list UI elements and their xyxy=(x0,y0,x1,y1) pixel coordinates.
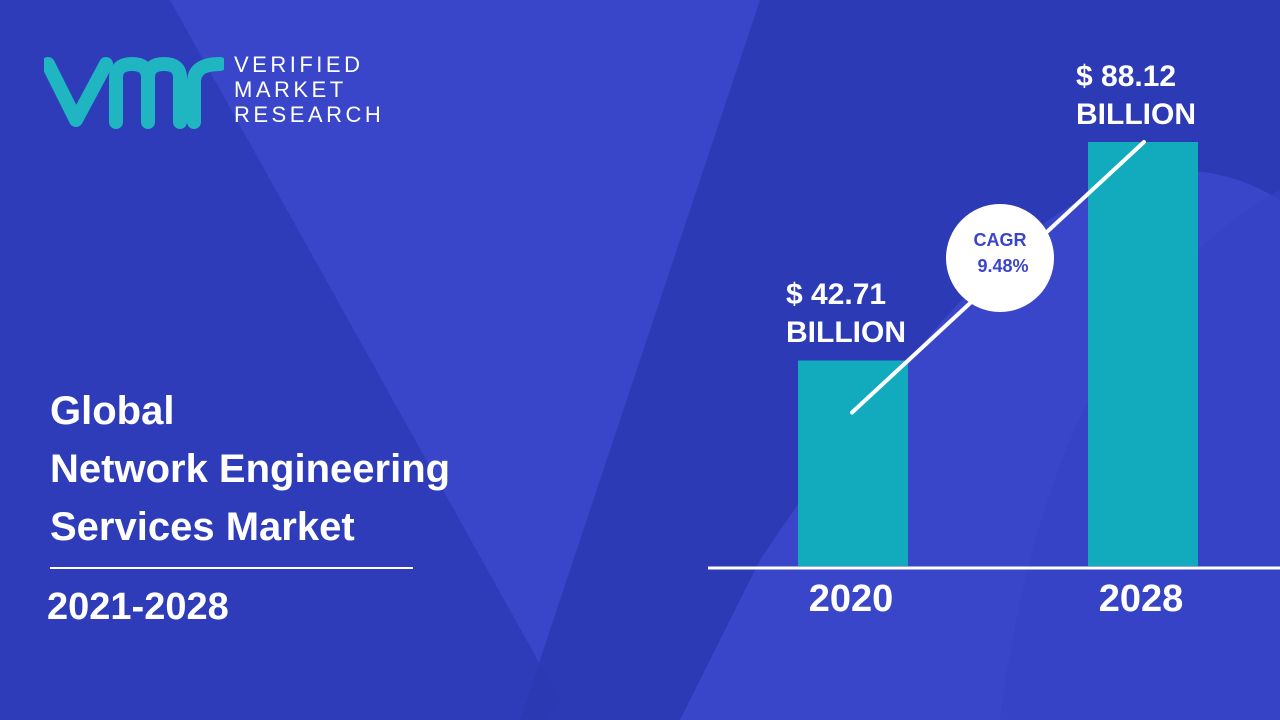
bar-2020-value-label: $ 42.71 BILLION xyxy=(786,276,906,352)
bar-2028 xyxy=(1088,142,1198,566)
bar-2020-unit: BILLION xyxy=(786,316,906,350)
title-line-3: Services Market xyxy=(50,505,355,549)
logo-line-market: MARKET xyxy=(234,77,347,102)
cagr-label: CAGR xyxy=(973,230,1027,250)
x-tick-2020: 2020 xyxy=(808,578,894,620)
forecast-period: 2021-2028 xyxy=(47,586,229,628)
cagr-badge: CAGR 9.48% xyxy=(946,204,1054,312)
logo-line-research: RESEARCH xyxy=(234,102,385,127)
bar-2020-value: $ 42.71 xyxy=(786,278,887,312)
logo-wordmark: VERIFIED MARKET RESEARCH xyxy=(234,52,384,127)
vmr-logo-mark-icon xyxy=(44,56,224,129)
title-line-1: Global xyxy=(50,389,175,433)
title-line-2: Network Engineering xyxy=(50,447,451,491)
bar-2028-value: $ 88.12 xyxy=(1076,60,1177,93)
bar-2028-unit: BILLION xyxy=(1076,98,1196,131)
page-title: Global Network Engineering Services Mark… xyxy=(50,382,450,556)
logo-line-verified: VERIFIED xyxy=(234,52,364,77)
bar-2028-value-label: $ 88.12 BILLION xyxy=(1076,58,1196,134)
vmr-logo: VERIFIED MARKET RESEARCH xyxy=(44,48,404,138)
background-v-left-shape xyxy=(0,0,560,720)
cagr-value: 9.48% xyxy=(977,256,1029,276)
x-tick-2028: 2028 xyxy=(1098,578,1184,620)
title-divider xyxy=(50,567,413,569)
bar-2020 xyxy=(798,360,908,566)
